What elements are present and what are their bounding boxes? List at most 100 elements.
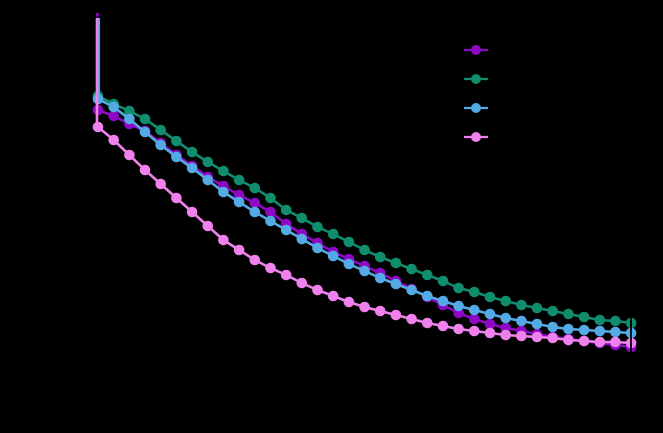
series-2-green-marker	[186, 146, 198, 158]
series-3-cyan-marker	[578, 324, 590, 336]
series-3-cyan-marker	[469, 304, 480, 316]
series-4-pink-marker	[296, 277, 308, 289]
series-2-green-marker	[610, 315, 621, 327]
legend-item-2	[464, 74, 488, 84]
series-2-green-marker	[296, 212, 308, 224]
series-2-green-marker	[249, 182, 261, 194]
series-3-cyan	[92, 18, 637, 339]
series-3-cyan-marker	[296, 233, 308, 245]
series-2-green-marker	[578, 311, 590, 323]
series-4-pink-marker	[186, 206, 198, 218]
series-3-cyan-marker	[155, 139, 166, 151]
series-3-cyan-marker	[327, 250, 339, 262]
series-3-cyan-marker	[437, 295, 449, 307]
series-4-pink-marker	[578, 335, 590, 347]
series-4-pink-marker	[124, 149, 135, 161]
series-4-pink-marker	[280, 269, 292, 281]
series-4-pink-marker	[312, 284, 323, 296]
series-4-pink-marker	[359, 301, 370, 313]
series-3-cyan-marker	[610, 326, 621, 338]
legend-marker-2	[471, 74, 481, 84]
series-3-cyan-marker	[202, 174, 214, 186]
series-2-green-marker	[390, 257, 402, 269]
series-3-cyan-marker	[171, 151, 182, 163]
series-2-green-marker	[312, 221, 323, 233]
legend-marker-1	[471, 45, 481, 55]
series-2-green-marker	[563, 308, 574, 320]
series-2-green-marker	[343, 236, 355, 248]
series-4-pink-marker	[594, 336, 606, 348]
series-4-pink-marker	[202, 220, 214, 232]
series-3-cyan-marker	[249, 206, 261, 218]
series-4-pink-marker	[422, 317, 433, 329]
series-4-pink-marker	[343, 296, 355, 308]
series-4-pink-marker	[547, 332, 558, 344]
legend	[464, 45, 488, 142]
series-4-pink-marker	[516, 330, 527, 342]
series-3-cyan-marker	[422, 290, 433, 302]
series-1-purple-marker	[484, 318, 496, 330]
series-3-cyan-marker	[594, 325, 606, 337]
legend-item-3	[464, 103, 488, 113]
series-2-green-marker	[218, 165, 229, 177]
series-2-green-marker	[139, 113, 151, 125]
series-3-cyan-marker	[265, 215, 276, 227]
series-4-pink-marker	[218, 234, 229, 246]
series-4-pink-marker	[249, 254, 261, 266]
series-2-green-marker	[406, 263, 417, 275]
series-4-pink	[92, 18, 637, 349]
series-3-cyan-marker	[563, 323, 574, 335]
series-4-pink-marker	[500, 329, 512, 341]
series-4-pink-marker	[531, 331, 543, 343]
series-1-purple-marker	[108, 110, 119, 122]
series-2-green-marker	[265, 192, 276, 204]
series-2-green-marker	[500, 295, 512, 307]
series-4-pink-marker	[390, 309, 402, 321]
series-4-pink-marker	[374, 305, 386, 317]
series-1-purple-marker	[469, 313, 480, 325]
series-4-pink-marker	[139, 164, 151, 176]
legend-item-1	[464, 45, 488, 55]
series-2-green-marker	[233, 174, 245, 186]
series-4-pink-marker	[233, 244, 245, 256]
series-4-pink-marker	[92, 121, 104, 133]
series-2-green-marker	[422, 269, 433, 281]
series-4-pink-marker	[171, 192, 182, 204]
series-3-cyan-marker	[218, 186, 229, 198]
series-2-green-marker	[155, 124, 166, 136]
series-2-green-marker	[327, 228, 339, 240]
series-4-pink-marker	[155, 178, 166, 190]
series-3-cyan-marker	[531, 318, 543, 330]
series-2-green-marker	[437, 275, 449, 287]
legend-item-4	[464, 132, 488, 142]
series-3-cyan-marker	[374, 272, 386, 284]
series-4-pink-marker	[265, 262, 276, 274]
series-3-cyan-marker	[186, 162, 198, 174]
series-3-cyan-marker	[233, 196, 245, 208]
series-2-green-marker	[280, 204, 292, 216]
series-2-green-marker	[124, 105, 135, 117]
legend-marker-4	[471, 132, 481, 142]
series-2-green-marker	[594, 314, 606, 326]
series-4-pink-marker	[469, 325, 480, 337]
series-4-pink-marker	[484, 327, 496, 339]
series-2-green-marker	[202, 156, 214, 168]
series-1-purple-marker	[249, 197, 261, 209]
series-3-cyan-marker	[516, 315, 527, 327]
series-2-green-marker	[171, 135, 182, 147]
series-2-green-marker	[374, 251, 386, 263]
series-2-green-marker	[531, 302, 543, 314]
series-2-green-marker	[469, 286, 480, 298]
series-4-pink-marker	[406, 313, 417, 325]
series-4-pink-marker	[327, 290, 339, 302]
series-2-green-marker	[547, 305, 558, 317]
series-3-cyan-marker	[359, 265, 370, 277]
series-1-purple-marker	[265, 206, 276, 218]
series-4-pink-marker	[610, 336, 621, 348]
series-3-cyan-marker	[484, 308, 496, 320]
series-3-cyan-marker	[390, 278, 402, 290]
series-3-cyan-marker	[406, 284, 417, 296]
